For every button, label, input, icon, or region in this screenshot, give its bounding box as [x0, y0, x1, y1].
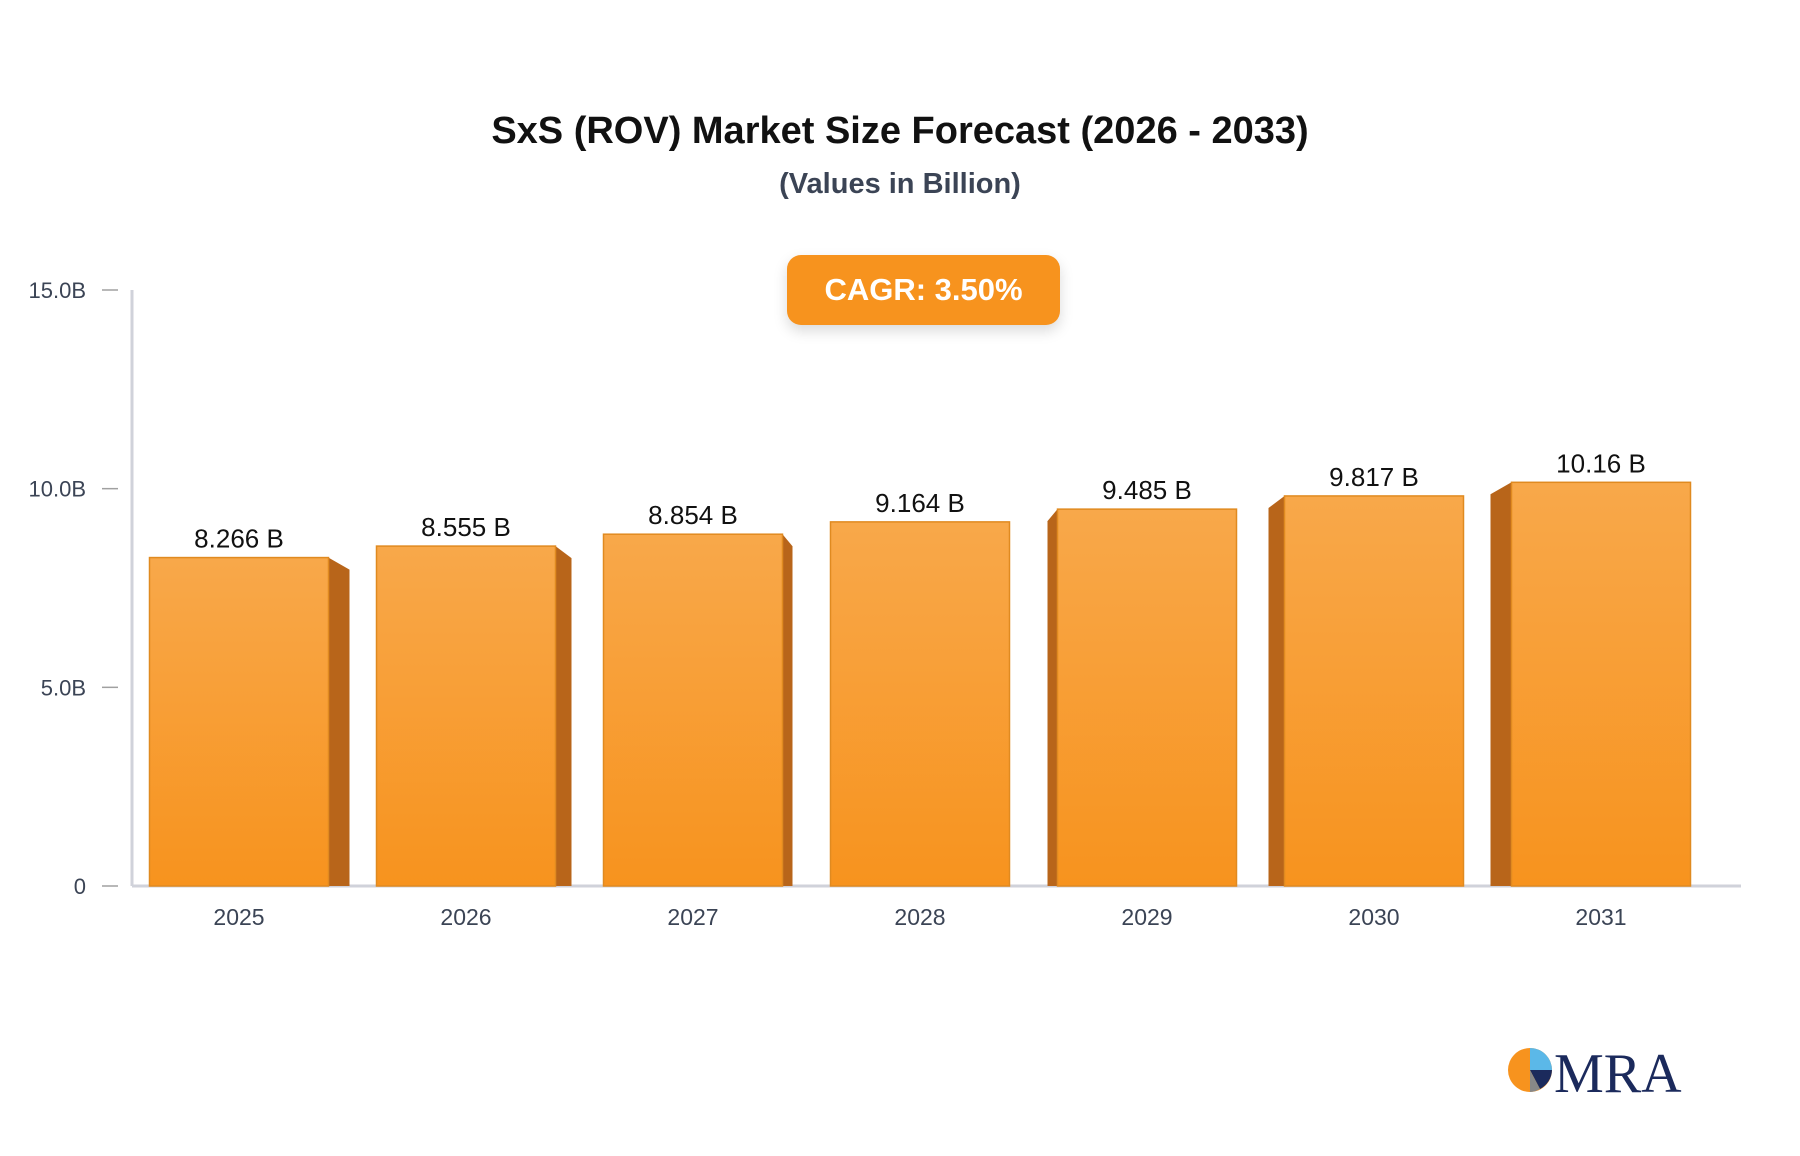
y-tick-label: 0	[74, 874, 86, 899]
logo-pie-icon: MRA	[1508, 1043, 1682, 1100]
bar-side-2029	[1047, 509, 1058, 886]
bar-side-2031	[1490, 482, 1512, 886]
x-tick-label: 2031	[1575, 904, 1626, 930]
bar-side-2030	[1268, 495, 1285, 886]
data-label: 9.164 B	[875, 488, 965, 518]
x-tick-label: 2025	[213, 904, 264, 930]
data-label: 8.854 B	[648, 500, 738, 530]
x-tick-label: 2029	[1121, 904, 1172, 930]
x-tick-label: 2028	[894, 904, 945, 930]
bar-side-2026	[555, 546, 572, 886]
y-tick-label: 10.0B	[29, 477, 87, 502]
y-tick-label: 5.0B	[41, 675, 86, 700]
bar-2027	[602, 533, 784, 887]
data-label: 9.817 B	[1329, 462, 1419, 492]
bar-side-2025	[328, 557, 350, 886]
data-label: 10.16 B	[1556, 448, 1646, 478]
data-label: 8.555 B	[421, 512, 511, 542]
x-tick-label: 2030	[1348, 904, 1399, 930]
cagr-badge: CAGR: 3.50%	[787, 255, 1060, 325]
bar-2029	[1056, 508, 1238, 887]
x-tick-label: 2026	[440, 904, 491, 930]
mra-logo: MRA	[1506, 1040, 1696, 1100]
bar-side-2027	[782, 534, 793, 886]
bar-2026	[375, 545, 557, 887]
bar-2025	[148, 556, 330, 887]
bar-2030	[1283, 495, 1465, 887]
bar-2028	[829, 521, 1011, 887]
chart-subtitle: (Values in Billion)	[779, 168, 1021, 200]
data-label: 9.485 B	[1102, 475, 1192, 505]
y-tick-label: 15.0B	[29, 278, 87, 303]
chart-title: SxS (ROV) Market Size Forecast (2026 - 2…	[491, 110, 1309, 152]
data-label: 8.266 B	[194, 524, 284, 554]
x-tick-label: 2027	[667, 904, 718, 930]
bar-2031	[1510, 481, 1692, 887]
svg-text:MRA: MRA	[1554, 1043, 1682, 1100]
